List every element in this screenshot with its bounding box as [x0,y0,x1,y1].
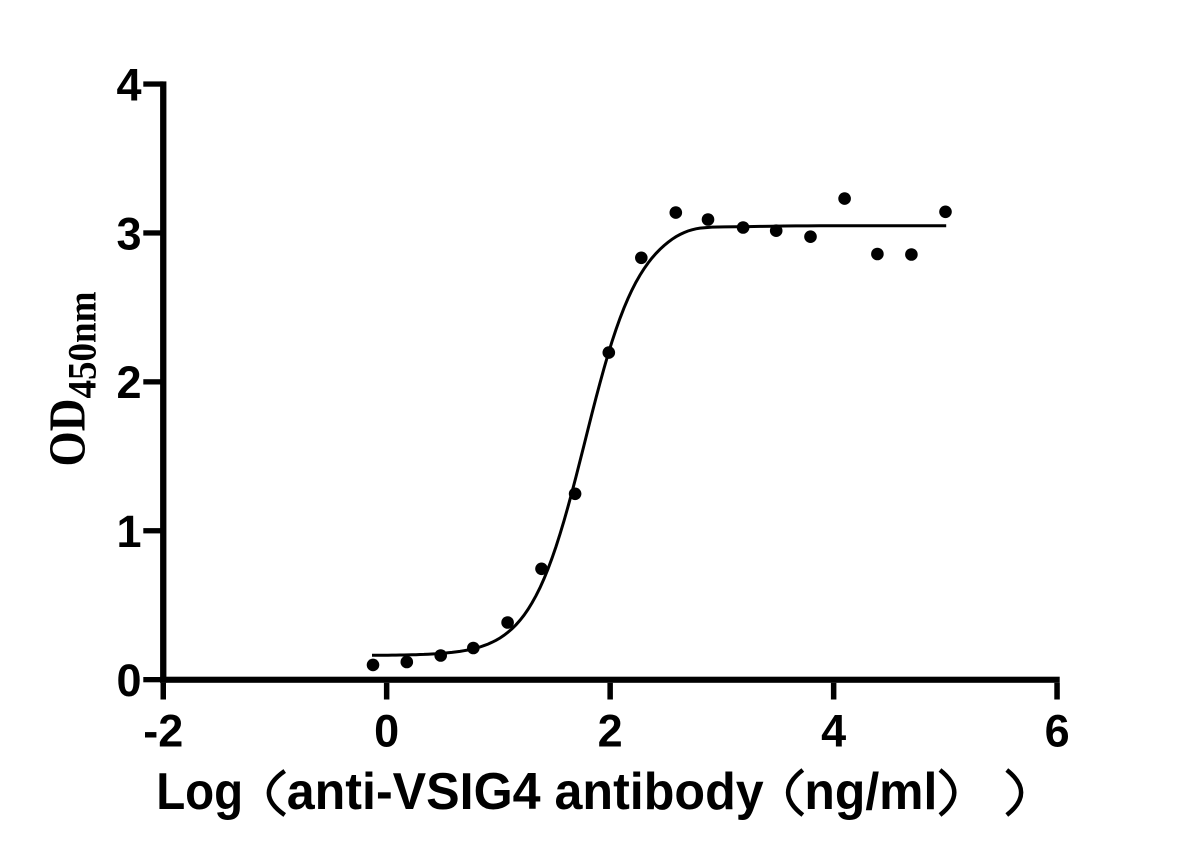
svg-text:anti-VSIG4 antibody: anti-VSIG4 antibody [287,763,764,821]
svg-text:3: 3 [116,208,141,259]
svg-text:ng/ml: ng/ml [804,763,937,821]
svg-text:0: 0 [374,705,399,756]
svg-text:4: 4 [821,705,846,756]
svg-text:OD: OD [40,399,97,467]
svg-text:Log: Log [156,763,243,821]
svg-text:4: 4 [116,59,141,110]
svg-text:450nm: 450nm [60,292,105,399]
svg-text:6: 6 [1045,705,1070,756]
svg-text:1: 1 [116,506,141,557]
svg-text:-2: -2 [143,705,183,756]
svg-text:2: 2 [116,357,141,408]
svg-text:0: 0 [116,655,141,706]
svg-text:2: 2 [598,705,623,756]
